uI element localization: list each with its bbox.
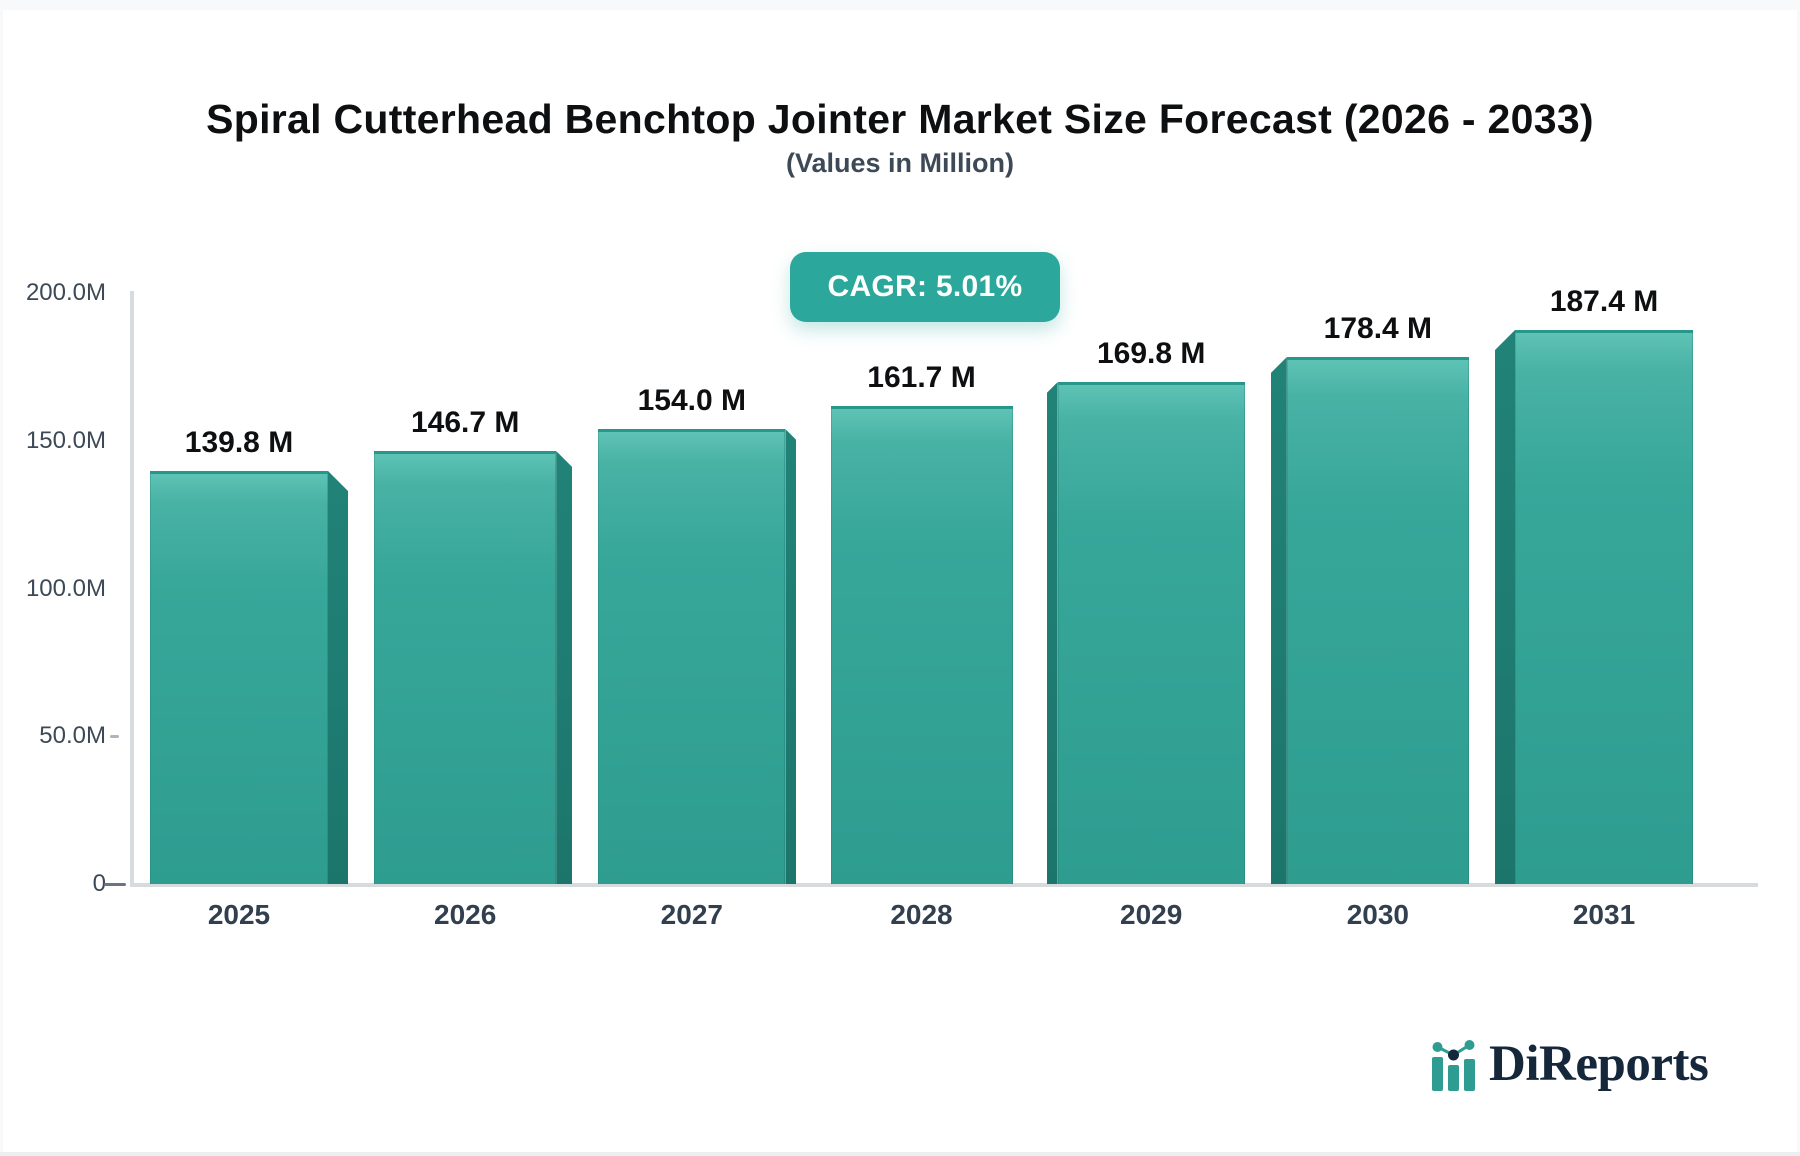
bar-face bbox=[1286, 357, 1469, 884]
x-axis-label-2028: 2028 bbox=[890, 899, 953, 930]
bar-value-label: 154.0 M bbox=[637, 384, 747, 417]
bar-3d-side bbox=[785, 429, 797, 884]
x-axis-label-2026: 2026 bbox=[434, 899, 497, 930]
bar-2031 bbox=[1495, 330, 1694, 884]
bar-value-label: 161.7 M bbox=[867, 361, 976, 394]
y-axis-label-50.0M: 50.0M bbox=[39, 722, 106, 750]
bar-2029 bbox=[1046, 382, 1245, 884]
x-axis-label-2031: 2031 bbox=[1572, 899, 1636, 930]
page-border-top bbox=[0, 0, 1800, 10]
chart-subtitle: (Values in Million) bbox=[785, 148, 1015, 178]
bar-face bbox=[1057, 382, 1245, 884]
bar-value-label: 139.8 M bbox=[184, 426, 294, 459]
x-axis-baseline bbox=[130, 883, 1758, 887]
bar-face bbox=[830, 406, 1013, 884]
page-border-left bbox=[0, 0, 3, 1156]
logo-chart-icon bbox=[1432, 1040, 1475, 1091]
direports-logo: DiReports bbox=[1428, 1034, 1709, 1092]
bar-3d-side bbox=[328, 471, 348, 884]
bar-3d-side bbox=[1046, 382, 1058, 884]
bar-value-label: 146.7 M bbox=[410, 406, 520, 439]
y-axis-label-100.0M: 100.0M bbox=[25, 574, 106, 602]
bar-face bbox=[598, 429, 786, 884]
cagr-badge: CAGR: 5.01% bbox=[790, 252, 1060, 322]
x-axis-label-2030: 2030 bbox=[1346, 899, 1409, 930]
bar-face bbox=[374, 451, 557, 884]
page-border-bottom bbox=[0, 1152, 1800, 1156]
bar-2030 bbox=[1270, 357, 1469, 884]
bar-2028 bbox=[830, 406, 1013, 884]
bar-face bbox=[1515, 330, 1694, 884]
page-border-right bbox=[1797, 0, 1800, 1156]
bar-2026 bbox=[374, 451, 573, 884]
chart-title: Spiral Cutterhead Benchtop Jointer Marke… bbox=[206, 96, 1594, 142]
x-axis-label-2027: 2027 bbox=[660, 899, 723, 930]
bar-2027 bbox=[598, 429, 797, 884]
y-axis-tick bbox=[104, 882, 126, 886]
x-axis-label-2025: 2025 bbox=[207, 899, 271, 930]
logo-text: DiReports bbox=[1489, 1036, 1709, 1092]
y-axis-label-0: 0 bbox=[92, 870, 106, 897]
bar-3d-side bbox=[556, 451, 573, 884]
bar-2025 bbox=[150, 471, 348, 884]
bar-3d-side bbox=[1270, 357, 1287, 884]
y-axis-label-200.0M: 200.0M bbox=[25, 279, 106, 306]
bar-value-label: 169.8 M bbox=[1096, 337, 1206, 370]
bar-3d-side bbox=[1495, 330, 1516, 884]
y-axis-line bbox=[130, 291, 134, 883]
y-axis-label-150.0M: 150.0M bbox=[25, 426, 106, 454]
x-axis-label-2029: 2029 bbox=[1120, 899, 1183, 930]
bar-face bbox=[150, 471, 328, 884]
bar-value-label: 178.4 M bbox=[1323, 312, 1433, 345]
bar-value-label: 187.4 M bbox=[1549, 285, 1659, 318]
y-axis-tick bbox=[110, 734, 119, 738]
